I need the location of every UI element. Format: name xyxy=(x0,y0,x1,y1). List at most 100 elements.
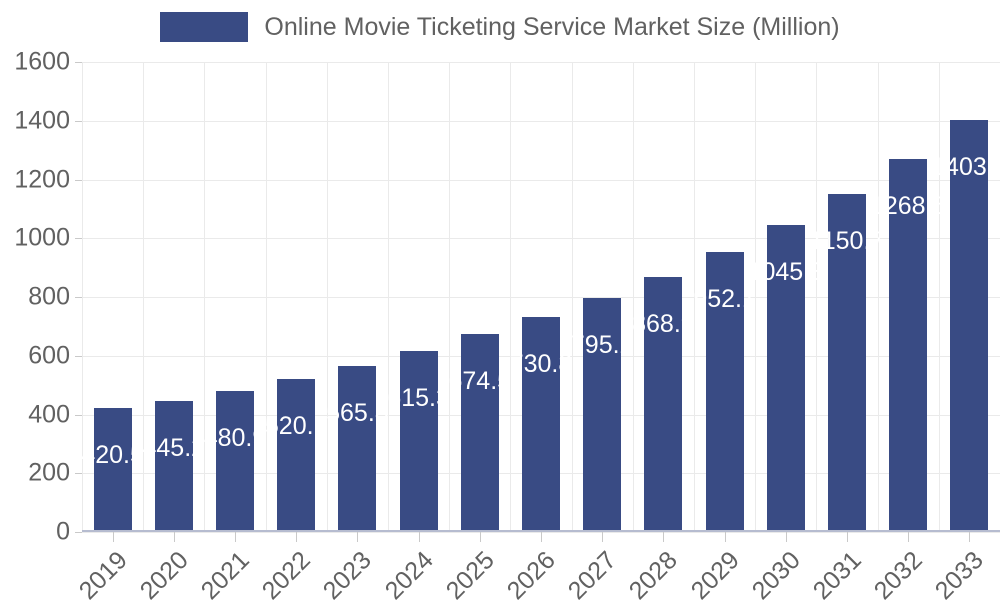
bar[interactable] xyxy=(889,159,928,532)
gridline-vertical xyxy=(755,62,756,532)
bar-column[interactable]: 1045.3 xyxy=(748,62,824,532)
gridline-vertical xyxy=(939,62,940,532)
chart-legend: Online Movie Ticketing Service Market Si… xyxy=(0,8,1000,46)
y-axis-tick-mark xyxy=(75,473,82,475)
bar[interactable] xyxy=(460,333,499,532)
y-axis-tick-label: 600 xyxy=(28,341,70,370)
x-axis-tick-label: 2020 xyxy=(134,546,194,606)
bar-column[interactable]: 1268.5 xyxy=(870,62,946,532)
x-axis-tick-label: 2021 xyxy=(195,546,255,606)
gridline-vertical xyxy=(694,62,695,532)
x-axis-tick-mark xyxy=(173,532,175,542)
legend-color-swatch xyxy=(160,12,249,42)
gridline-horizontal xyxy=(82,238,1000,240)
gridline-vertical xyxy=(633,62,634,532)
x-axis-tick-mark xyxy=(969,532,971,542)
gridline-horizontal xyxy=(82,179,1000,181)
bar[interactable] xyxy=(644,276,683,532)
y-axis-tick-label: 1000 xyxy=(14,223,70,252)
gridline-vertical xyxy=(266,62,267,532)
gridline-vertical xyxy=(510,62,511,532)
x-axis-tick-label: 2031 xyxy=(807,546,867,606)
x-axis-tick-mark xyxy=(541,532,542,542)
bar-column[interactable]: 868.9 xyxy=(632,62,695,532)
gridline-vertical xyxy=(204,62,205,532)
x-axis-tick-mark xyxy=(602,532,604,542)
x-axis-tick-mark xyxy=(112,532,114,542)
x-axis-tick-label: 2028 xyxy=(624,546,684,606)
gridline-vertical xyxy=(449,62,450,532)
x-axis-tick-label: 2024 xyxy=(379,546,439,606)
bar-column[interactable]: 952.1 xyxy=(693,62,756,532)
y-axis-tick-mark xyxy=(75,179,82,181)
bar[interactable] xyxy=(93,408,132,532)
bar-column[interactable]: 420.5 xyxy=(81,62,144,532)
gridline-horizontal xyxy=(82,62,1000,63)
y-axis-tick-label: 1200 xyxy=(14,165,70,193)
x-axis-tick-label: 2023 xyxy=(318,546,378,606)
x-axis-tick-mark xyxy=(296,532,298,542)
legend-label: Online Movie Ticketing Service Market Si… xyxy=(264,12,840,41)
y-axis-tick-label: 200 xyxy=(28,458,70,487)
bar[interactable] xyxy=(522,317,560,532)
bar-column[interactable]: 565.8 xyxy=(326,62,389,532)
plot-area: 0 200 400 600 800 1000 1200 1400 1600 420.5 445.2… xyxy=(14,48,1000,546)
y-axis-tick-label: 1600 xyxy=(14,47,70,76)
x-axis-tick-label: 2026 xyxy=(501,546,561,606)
y-axis-tick-label: 800 xyxy=(28,282,70,311)
x-axis-tick-label: 2019 xyxy=(73,546,133,606)
bar-column[interactable]: 520.1 xyxy=(265,62,327,532)
x-axis-tick-mark xyxy=(847,532,848,542)
bar-column[interactable]: 1403.2 xyxy=(931,62,1000,532)
x-axis-tick-mark xyxy=(663,532,665,542)
y-axis-tick-label: 400 xyxy=(28,400,70,428)
bar[interactable] xyxy=(154,401,193,532)
gridline-horizontal xyxy=(82,297,1000,298)
y-axis-tick-label: 0 xyxy=(56,517,70,546)
bar-column[interactable]: 445.2 xyxy=(143,62,205,532)
bar-column[interactable]: 480.9 xyxy=(204,62,266,532)
gridline-vertical xyxy=(816,62,817,532)
bar[interactable] xyxy=(705,252,744,532)
bar-column[interactable]: 795.2 xyxy=(571,62,633,532)
y-axis-tick-mark xyxy=(75,414,82,416)
gridline-vertical xyxy=(388,62,389,532)
y-axis-tick-mark xyxy=(75,297,82,298)
y-axis-tick-mark xyxy=(75,532,82,533)
bar[interactable] xyxy=(583,298,622,532)
gridline-horizontal xyxy=(82,120,1000,122)
bar[interactable] xyxy=(338,365,377,532)
x-axis-tick-mark xyxy=(908,532,910,542)
bar-column[interactable]: 615.3 xyxy=(387,62,450,532)
bar[interactable] xyxy=(950,119,989,532)
bar-column[interactable]: 730.8 xyxy=(510,62,572,532)
x-axis-tick-label: 2029 xyxy=(685,546,745,606)
bar[interactable] xyxy=(828,193,866,532)
gridline-vertical xyxy=(572,62,573,532)
bar-column[interactable]: 674.5 xyxy=(449,62,511,532)
bar[interactable] xyxy=(277,379,316,532)
gridline-vertical xyxy=(878,62,879,532)
gridline-vertical xyxy=(143,62,144,532)
x-axis-tick-label: 2033 xyxy=(930,546,990,606)
bar[interactable] xyxy=(216,390,254,532)
x-axis-tick-label: 2032 xyxy=(868,546,928,606)
bar[interactable] xyxy=(399,351,438,532)
x-axis-ticks: 2019 2020 2021 2022 2023 2024 2025 2026 2027 2028… xyxy=(73,532,1000,605)
gridline-vertical xyxy=(327,62,328,532)
x-axis-tick-mark xyxy=(785,532,787,542)
y-axis-tick-mark xyxy=(75,120,82,122)
gridline-vertical xyxy=(82,62,83,532)
x-axis-tick-mark xyxy=(235,532,236,542)
x-axis-tick-label: 2025 xyxy=(440,546,500,606)
y-axis-tick-mark xyxy=(75,238,82,240)
x-axis-tick-mark xyxy=(724,532,726,542)
y-axis-tick-label: 1400 xyxy=(14,106,70,135)
bar[interactable] xyxy=(766,224,805,532)
x-axis-tick-mark xyxy=(418,532,420,542)
x-axis-tick-label: 2030 xyxy=(746,546,806,606)
x-axis-tick-label: 2027 xyxy=(562,546,622,606)
x-axis-tick-mark xyxy=(479,532,481,542)
bar-column[interactable]: 1150.7 xyxy=(810,62,884,532)
